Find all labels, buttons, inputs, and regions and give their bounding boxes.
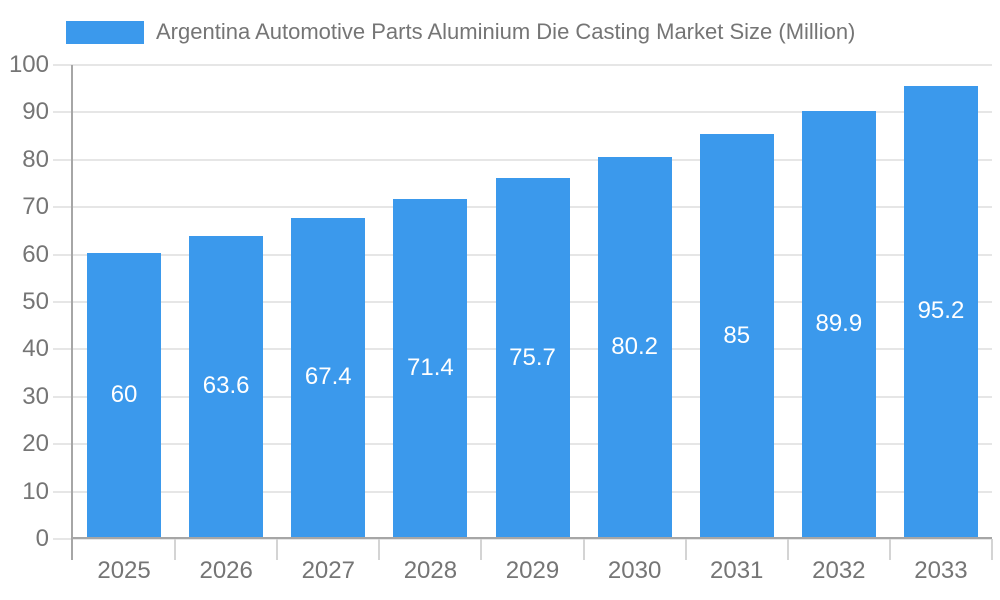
y-axis-tick-label: 70 <box>22 193 49 221</box>
bar-value-label: 67.4 <box>304 363 352 391</box>
bar[interactable]: 60 <box>87 252 162 537</box>
x-axis-tick <box>684 539 687 560</box>
x-axis-tick-label: 2030 <box>607 557 662 584</box>
y-axis-tick-label: 10 <box>22 477 49 505</box>
bar[interactable]: 75.7 <box>495 178 570 537</box>
x-axis-tick <box>378 539 381 560</box>
x-axis-tick <box>786 539 789 560</box>
y-gridline <box>53 538 992 540</box>
bar[interactable]: 63.6 <box>189 235 264 537</box>
y-axis-line <box>71 65 73 560</box>
bar-value-label: 89.9 <box>815 309 863 337</box>
bar-value-label: 95.2 <box>917 297 965 325</box>
bar-value-label: 85 <box>723 321 751 349</box>
x-axis-tick-label: 2031 <box>710 557 764 584</box>
bar-value-label: 75.7 <box>509 343 556 371</box>
bar-value-label: 71.4 <box>407 353 454 381</box>
x-axis-tick-label: 2029 <box>505 557 560 584</box>
x-axis-line <box>71 537 992 539</box>
bar-value-label: 63.6 <box>202 372 250 400</box>
y-axis-tick-label: 30 <box>22 382 49 410</box>
y-gridline <box>53 64 992 66</box>
y-axis-tick-label: 90 <box>22 98 49 126</box>
x-axis-tick-label: 2028 <box>403 557 458 584</box>
y-gridline <box>53 158 992 161</box>
y-axis-tick-label: 0 <box>35 525 49 552</box>
y-gridline <box>53 111 992 114</box>
x-axis-tick-label: 2032 <box>812 557 866 584</box>
x-axis-tick <box>276 539 279 560</box>
x-axis-tick-label: 2025 <box>97 557 151 584</box>
x-axis-tick <box>582 539 585 560</box>
y-axis-tick-label: 50 <box>22 288 49 315</box>
bar-value-label: 80.2 <box>611 332 658 360</box>
bar[interactable]: 89.9 <box>801 110 876 537</box>
bar[interactable]: 67.4 <box>291 217 366 537</box>
bar[interactable]: 85 <box>699 134 774 537</box>
chart-legend[interactable]: Argentina Automotive Parts Aluminium Die… <box>66 16 855 48</box>
bar[interactable]: 95.2 <box>903 85 978 537</box>
x-axis-tick-label: 2027 <box>301 557 355 584</box>
x-axis-tick <box>480 539 483 560</box>
x-axis-tick-label: 2033 <box>914 557 968 584</box>
y-axis-tick-label: 60 <box>22 240 49 268</box>
legend-swatch[interactable] <box>66 20 144 44</box>
y-axis-tick-label: 40 <box>22 335 49 363</box>
y-axis-tick-label: 80 <box>22 145 49 173</box>
bar[interactable]: 71.4 <box>393 198 468 537</box>
x-axis-tick-label: 2026 <box>199 557 253 584</box>
legend-label[interactable]: Argentina Automotive Parts Aluminium Die… <box>156 18 856 44</box>
y-axis-tick-label: 100 <box>8 51 49 78</box>
y-axis-tick-label: 20 <box>22 430 49 458</box>
bar-value-label: 60 <box>110 380 138 408</box>
x-axis-tick <box>888 539 891 560</box>
x-axis-tick <box>174 539 177 560</box>
x-axis-tick <box>991 539 993 560</box>
bar[interactable]: 80.2 <box>597 156 672 537</box>
